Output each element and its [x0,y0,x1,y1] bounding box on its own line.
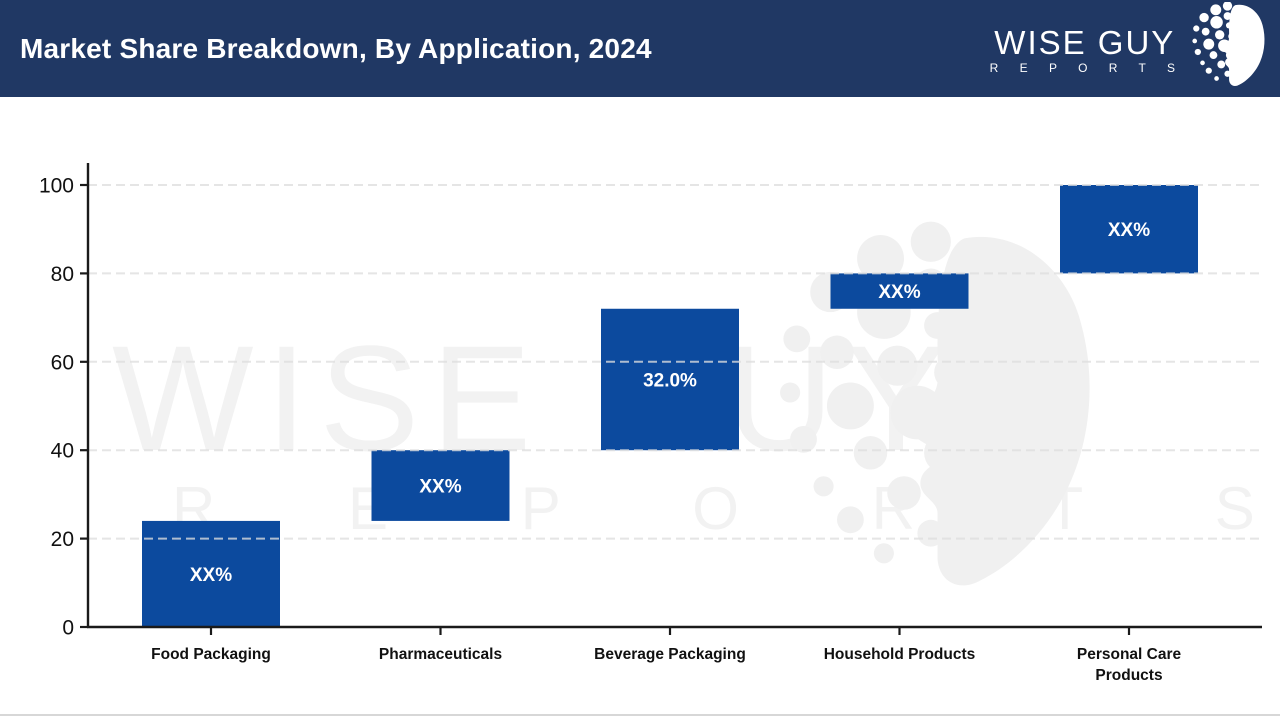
chart-area: WISE GUY R E P O R T S XX% XX% 32.0% XX% XX% 0 2… [0,97,1280,716]
x-category-label: Beverage Packaging [594,646,746,663]
header-bar: Market Share Breakdown, By Application, … [0,0,1280,97]
x-category-label: Household Products [824,646,976,663]
bar-beverage-packaging [601,308,739,451]
bar-pharmaceuticals [371,450,510,521]
bar-value-label: XX% [1108,220,1150,241]
y-tick-label: 60 [51,351,74,374]
wiseguy-logo-text: WISE GUY R E P O R T S [986,23,1184,76]
logo-head-mark [1192,1,1265,86]
bar-value-label: XX% [190,565,232,586]
chart-title: Market Share Breakdown, By Application, … [20,32,652,64]
y-tick-label: 100 [39,175,74,198]
y-tick-label: 0 [62,617,74,640]
bar-value-label: XX% [878,282,920,303]
bar-value-label: XX% [419,477,461,498]
wiseguy-head-icon [1192,1,1265,86]
logo-subtitle: R E P O R T S [989,61,1184,76]
wiseguy-logo: WISE GUY R E P O R T S [986,0,1280,97]
x-category-label: Pharmaceuticals [379,646,502,663]
y-tick-label: 40 [51,440,74,463]
y-tick-label: 20 [51,528,74,551]
watermark-head-mark [780,221,1090,586]
logo-wordmark: WISE GUY [994,23,1176,61]
x-category-label: Personal Care Products [1077,646,1182,684]
bar-personal-care-products [1060,185,1198,274]
y-tick-label: 80 [51,263,74,286]
bar-household-products [830,273,969,309]
x-category-label: Food Packaging [151,646,271,663]
watermark-subtitle: R E P O R T S [172,475,1280,542]
bar-value-label: 32.0% [643,370,697,391]
